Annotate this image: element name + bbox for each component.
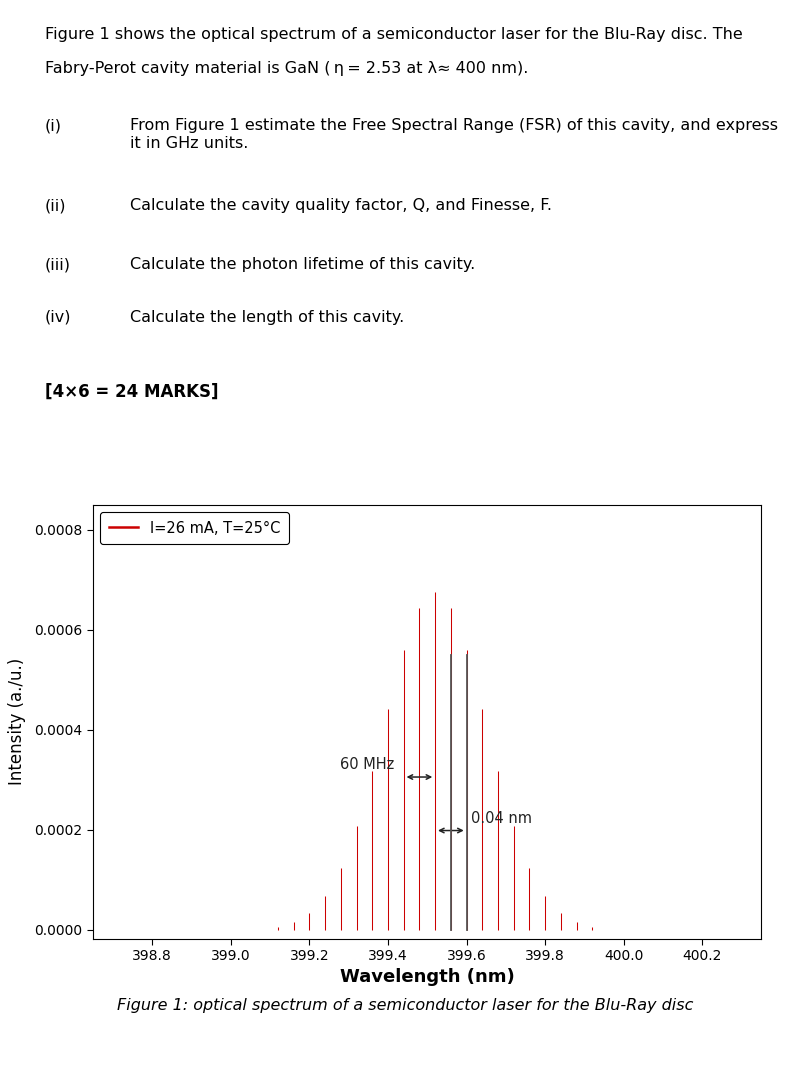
Text: From Figure 1 estimate the Free Spectral Range (FSR) of this cavity, and express: From Figure 1 estimate the Free Spectral… — [130, 118, 778, 151]
Text: 60 MHz: 60 MHz — [339, 757, 394, 773]
Text: [4×6 = 24 MARKS]: [4×6 = 24 MARKS] — [45, 383, 218, 400]
Text: 0.04 nm: 0.04 nm — [471, 810, 532, 826]
Text: Fabry-Perot cavity material is GaN ( η = 2.53 at λ≈ 400 nm).: Fabry-Perot cavity material is GaN ( η =… — [45, 61, 528, 76]
Text: Calculate the photon lifetime of this cavity.: Calculate the photon lifetime of this ca… — [130, 257, 475, 272]
Text: Figure 1 shows the optical spectrum of a semiconductor laser for the Blu-Ray dis: Figure 1 shows the optical spectrum of a… — [45, 27, 742, 42]
Text: Figure 1: optical spectrum of a semiconductor laser for the Blu-Ray disc: Figure 1: optical spectrum of a semicond… — [117, 998, 693, 1012]
Legend: I=26 mA, T=25°C: I=26 mA, T=25°C — [100, 512, 289, 545]
Text: (i): (i) — [45, 118, 62, 133]
Y-axis label: Intensity (a./u.): Intensity (a./u.) — [8, 658, 26, 786]
Text: Calculate the cavity quality factor, Q, and Finesse, F.: Calculate the cavity quality factor, Q, … — [130, 197, 552, 213]
X-axis label: Wavelength (nm): Wavelength (nm) — [340, 969, 514, 986]
Text: (iv): (iv) — [45, 309, 71, 324]
Text: (ii): (ii) — [45, 197, 66, 213]
Text: (iii): (iii) — [45, 257, 70, 272]
Text: Calculate the length of this cavity.: Calculate the length of this cavity. — [130, 309, 404, 324]
